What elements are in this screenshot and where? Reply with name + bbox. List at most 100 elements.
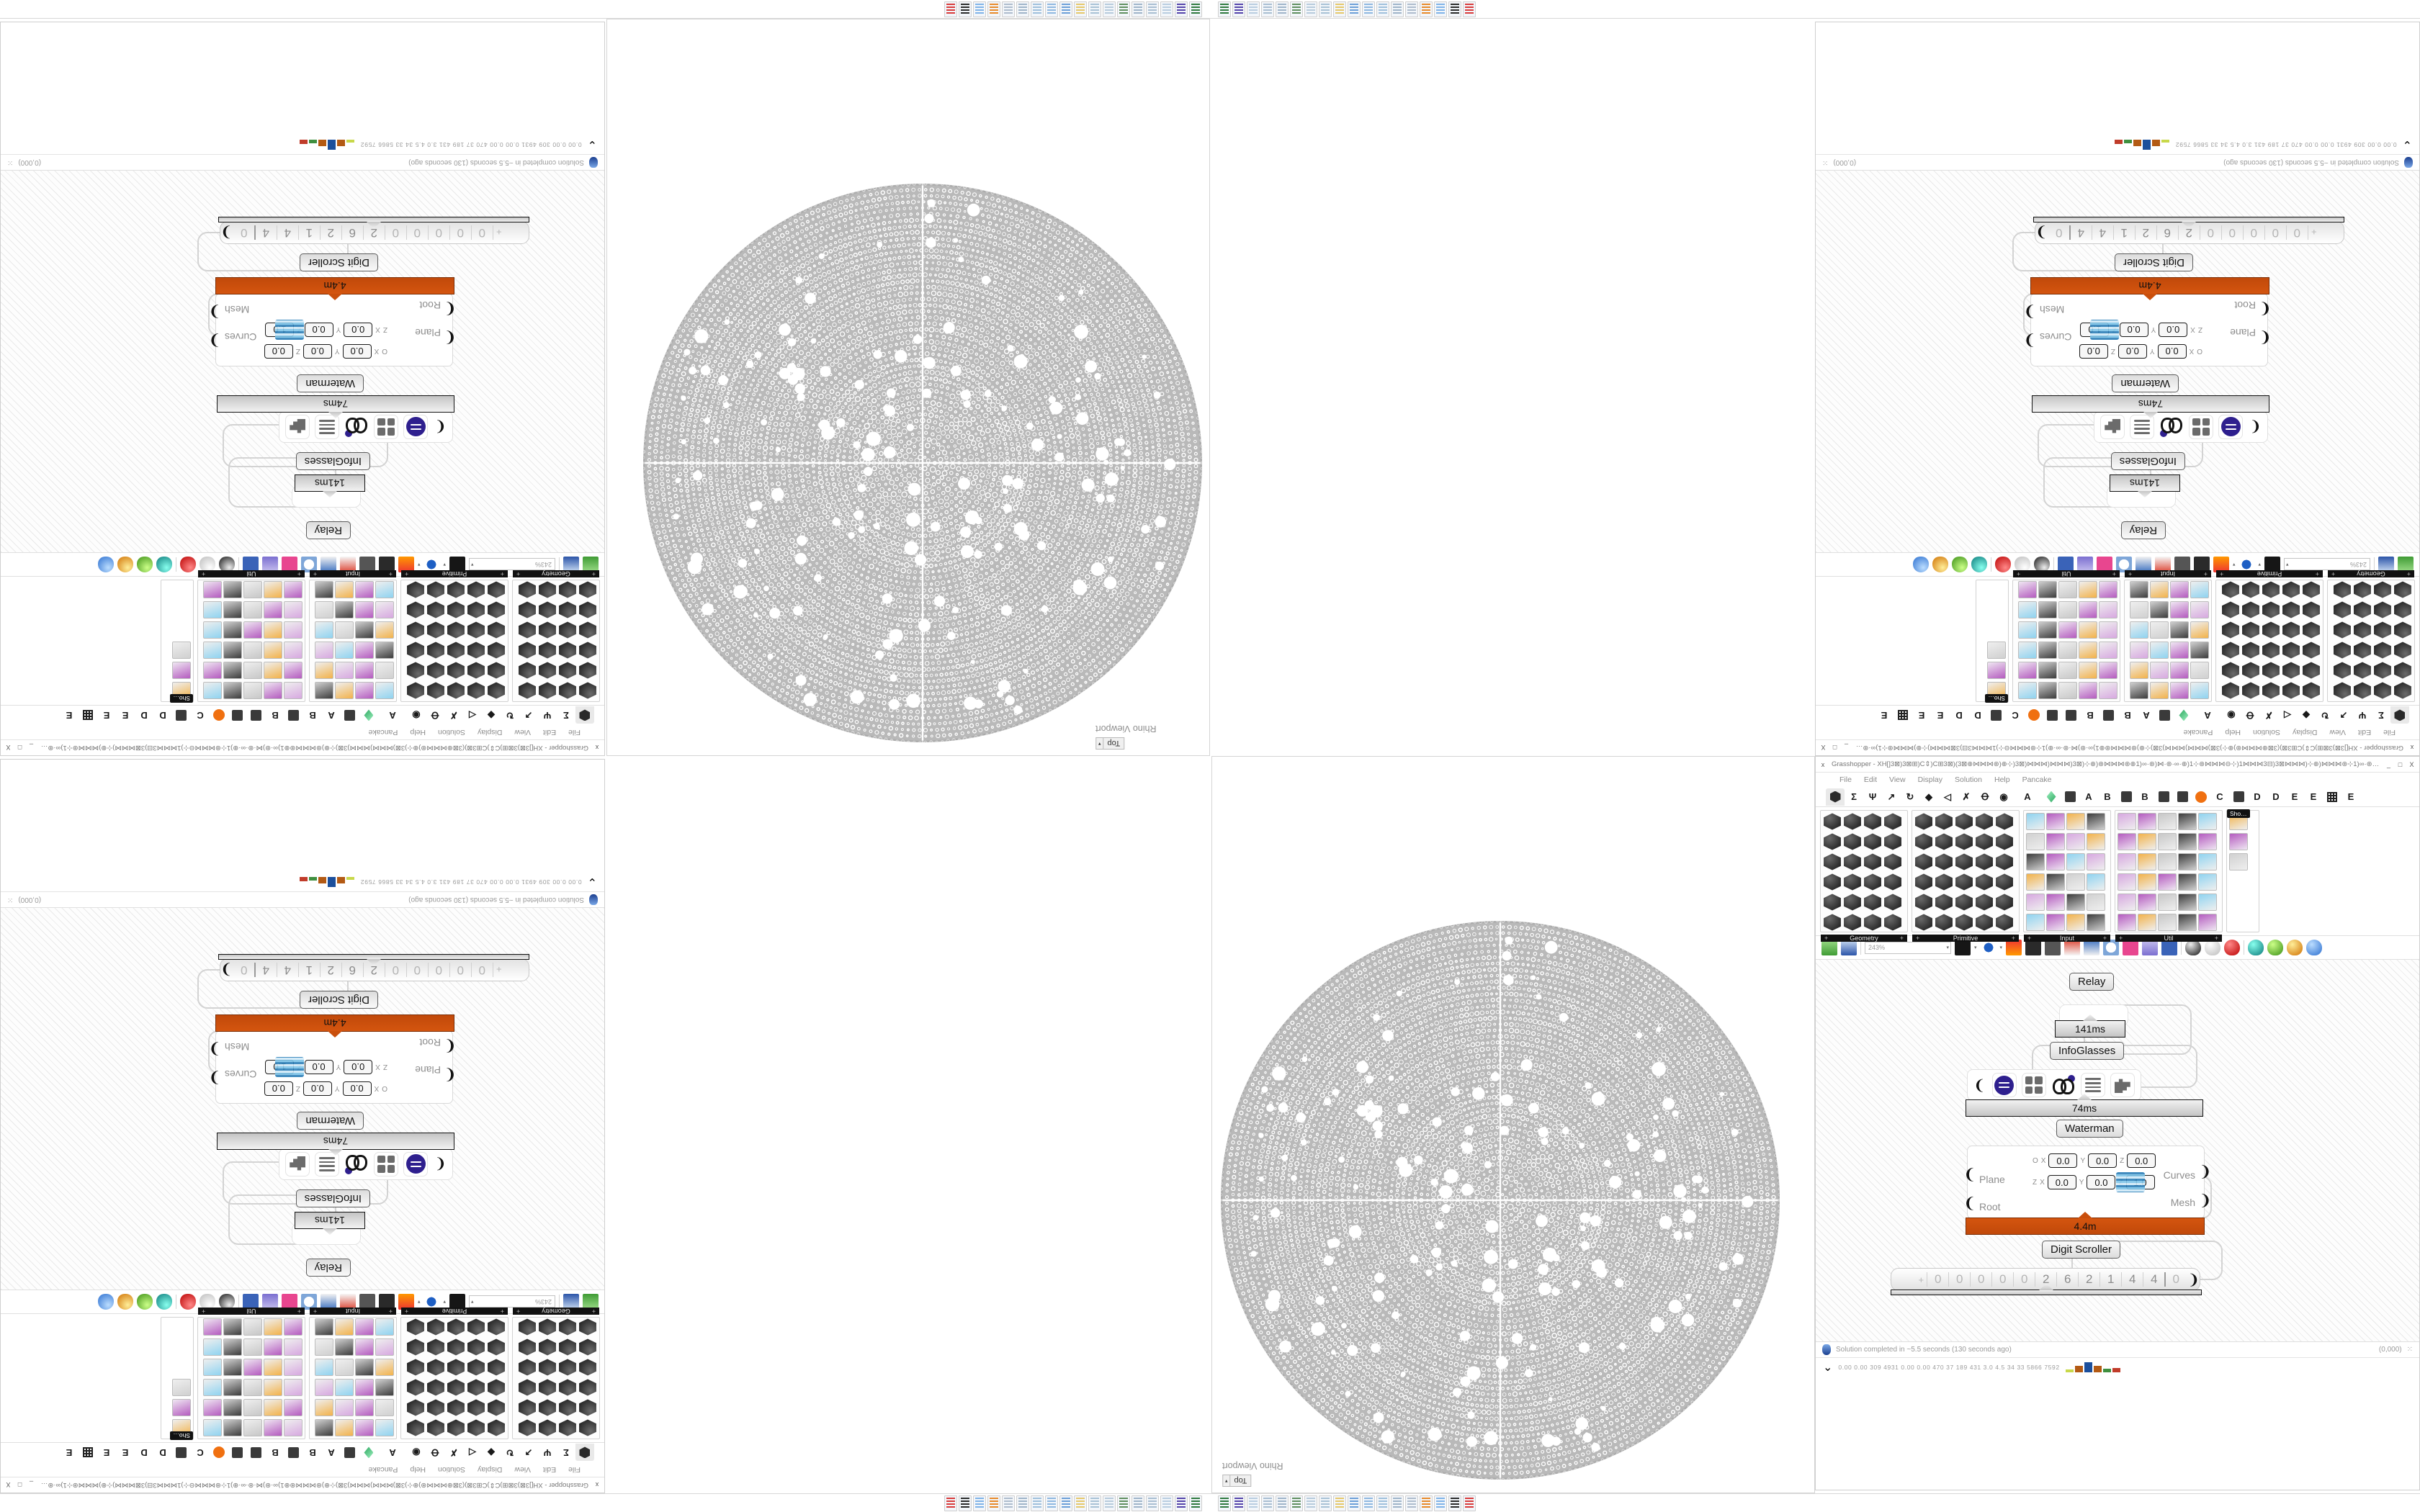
component-icon[interactable] [447,682,465,699]
scroller-digit-7[interactable]: 2 [2078,1272,2099,1287]
component-icon[interactable] [1884,894,1901,911]
blob-orange-icon[interactable] [117,1294,133,1310]
resize-grip-icon[interactable]: ⁙ [2407,1346,2413,1354]
component-icon[interactable] [447,1379,465,1396]
blob-red-icon[interactable] [179,557,196,572]
viewport-view-dropdown[interactable]: Top ▾ [1222,1475,1252,1487]
menu-item-file[interactable]: File [2383,728,2396,737]
component-icon[interactable] [467,581,485,598]
node-timer-74[interactable]: 74ms [1966,1094,2203,1117]
blob-white-icon[interactable] [2205,940,2221,955]
scroller-digit-2[interactable]: 0 [428,225,450,240]
scroller-digit-11[interactable]: 0 [2164,1272,2186,1287]
component-icon[interactable] [406,1318,425,1336]
component-icon[interactable] [1884,873,1901,891]
ribbon-tab-17[interactable] [247,707,266,724]
component-icon[interactable] [243,662,262,679]
palette-expand-handle[interactable]: + [2204,570,2208,577]
blob-blue-icon[interactable] [97,557,114,572]
component-icon[interactable] [1955,873,1973,891]
ribbon-tab-3[interactable]: ↗ [519,1444,538,1462]
ribbon-tab-4[interactable]: ↻ [501,1444,519,1462]
plane-zaxis-y-input[interactable]: 0.0 [304,323,333,337]
ribbon-tab-11[interactable] [359,707,378,724]
menu-item-file[interactable]: File [568,1465,581,1474]
ribbon-tab-14[interactable]: B [303,1444,322,1462]
node-waterman[interactable]: Waterman [2056,1120,2123,1138]
component-icon[interactable] [518,1399,537,1416]
input-port-plane[interactable]: ❨ [2259,328,2272,346]
window-task-icon[interactable] [1348,1,1361,17]
component-icon[interactable] [2026,853,2045,870]
output-port-curves[interactable]: ❩ [208,1068,221,1086]
ribbon-tab-6[interactable]: ◁ [463,707,482,724]
component-icon[interactable] [2262,601,2280,618]
ribbon-tab-14[interactable]: B [2098,788,2117,806]
scroller-digit-3[interactable]: 0 [406,225,429,240]
component-icon[interactable] [406,1338,425,1356]
component-icon[interactable] [406,601,425,618]
component-icon[interactable] [264,601,282,618]
component-icon[interactable] [558,601,577,618]
component-icon[interactable] [2046,873,2065,891]
component-icon[interactable] [2178,813,2197,830]
window-task-icon[interactable] [959,1,972,17]
component-icon[interactable] [2178,873,2197,891]
minimize-button[interactable]: _ [27,1481,36,1490]
component-icon[interactable] [447,601,465,618]
component-icon[interactable] [243,601,262,618]
component-icon[interactable] [2058,601,2077,618]
infoglasses-glasses-icon[interactable] [2159,415,2184,439]
node-waterman[interactable]: Waterman [297,374,364,392]
blob-green-icon[interactable] [136,1294,153,1310]
component-icon[interactable] [2170,601,2189,618]
scroller-digit-3[interactable]: 0 [2221,225,2244,240]
component-icon[interactable] [315,642,333,659]
component-icon[interactable] [406,581,425,598]
component-icon[interactable] [375,1419,394,1436]
scroller-output-port[interactable]: ❩ [2035,224,2048,242]
component-icon[interactable] [2079,682,2097,699]
blob-green-icon[interactable] [1951,557,1968,572]
component-icon[interactable] [315,682,333,699]
component-icon[interactable] [447,642,465,659]
component-icon[interactable] [2198,914,2217,931]
node-canvas[interactable]: Relay 141ms InfoGlasses ❨ 74ms Waterman ❨ ❨ ❩ ❩ Pl… [1816,171,2419,552]
component-icon[interactable] [467,682,485,699]
infoglasses-four-squares-icon[interactable] [374,1152,399,1176]
zoom-dropdown-caret[interactable]: ▾ [471,562,474,567]
component-icon[interactable] [2178,833,2197,850]
maximize-button[interactable]: □ [15,1481,24,1490]
component-icon[interactable] [518,642,537,659]
ribbon-tab-19[interactable] [210,1444,228,1462]
window-task-icon[interactable] [1218,1,1231,17]
infoglasses-equals-circle-icon[interactable] [403,1152,429,1176]
scroller-digit-3[interactable]: 0 [406,963,429,977]
component-icon[interactable] [447,662,465,679]
component-icon[interactable] [2302,662,2321,679]
component-icon[interactable] [2241,682,2260,699]
component-icon[interactable] [2373,642,2392,659]
component-icon[interactable] [2333,642,2352,659]
plane-origin-z-input[interactable]: 0.0 [264,1081,293,1096]
component-icon[interactable] [264,1318,282,1336]
menu-item-solution[interactable]: Solution [438,1465,465,1474]
view-dropdown-caret[interactable]: ▾ [2258,562,2261,567]
component-icon[interactable] [243,1318,262,1336]
window-task-icon[interactable] [1463,1,1476,17]
capsule-icon[interactable] [2025,940,2042,955]
node-canvas[interactable]: Relay 141ms InfoGlasses ❨ 74ms Waterman ❨ ❨ ❩ ❩ Pl… [1,171,604,552]
palette-more-handle[interactable]: + [516,1308,520,1315]
component-icon[interactable] [223,581,242,598]
component-icon[interactable] [2353,662,2372,679]
component-icon[interactable] [2353,601,2372,618]
input-port[interactable]: ❨ [1973,1076,1986,1094]
component-icon[interactable] [284,642,302,659]
palette-expand-handle[interactable]: + [297,1308,301,1315]
node-radius-bar[interactable]: 4.4m [2030,277,2269,294]
window-task-icon[interactable] [1463,1495,1476,1511]
component-icon[interactable] [203,601,222,618]
component-icon[interactable] [2198,813,2217,830]
palette-more-handle[interactable]: + [2220,570,2223,577]
component-icon[interactable] [243,1419,262,1436]
